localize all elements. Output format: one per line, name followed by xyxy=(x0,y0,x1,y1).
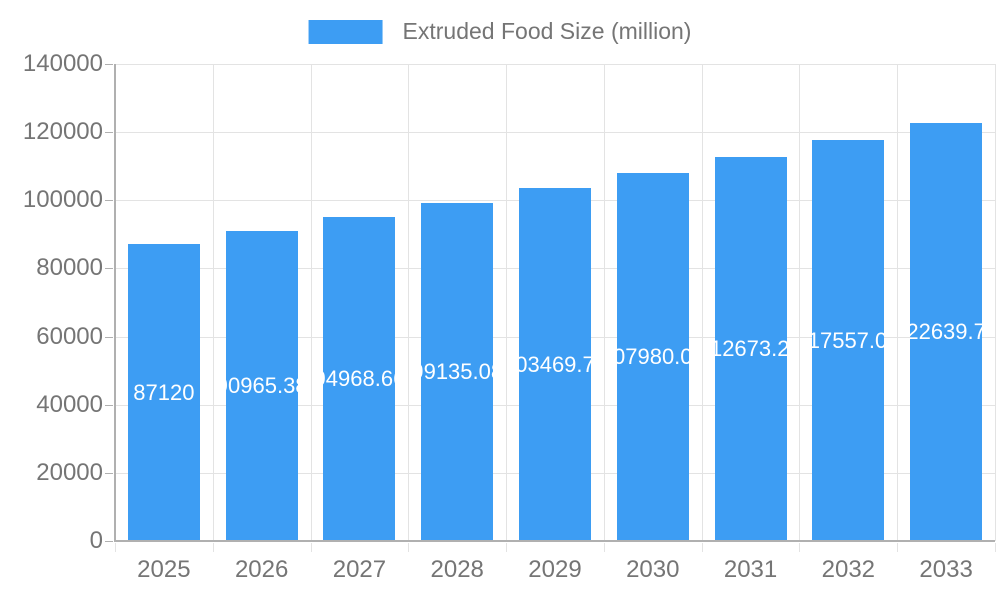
gridline-vertical xyxy=(897,64,899,541)
x-axis-label-2031: 2031 xyxy=(723,556,778,583)
x-axis-tick xyxy=(701,543,703,552)
y-axis-tick xyxy=(105,132,113,134)
gridline-horizontal xyxy=(115,64,995,65)
y-axis-label: 0 xyxy=(89,527,103,554)
x-axis-label-2026: 2026 xyxy=(234,556,289,583)
bar-2031[interactable]: 112673.22 xyxy=(714,157,787,541)
bar-value-label: 107980.05 xyxy=(616,344,689,370)
bar-value-label: 122639.77 xyxy=(910,319,983,345)
y-axis-label: 20000 xyxy=(36,458,103,486)
y-axis-label: 100000 xyxy=(22,186,103,214)
x-axis-tick xyxy=(115,543,116,552)
y-axis-label: 120000 xyxy=(22,118,103,146)
y-axis-label: 80000 xyxy=(36,254,103,282)
y-axis-label: 60000 xyxy=(36,322,103,350)
bar-2028[interactable]: 99135.08 xyxy=(421,203,494,541)
y-axis-label: 40000 xyxy=(36,390,103,418)
x-axis-line xyxy=(114,540,995,542)
gridline-horizontal xyxy=(115,132,995,134)
bar-value-label: 112673.22 xyxy=(714,336,787,362)
bar-value-label: 94968.66 xyxy=(323,366,395,392)
x-axis-label-2030: 2030 xyxy=(626,556,680,583)
x-axis-label-2033: 2033 xyxy=(919,556,973,583)
y-axis-tick xyxy=(105,404,113,406)
bar-2033[interactable]: 122639.77 xyxy=(910,123,983,541)
bar-value-label: 103469.73 xyxy=(519,351,591,377)
y-axis-tick xyxy=(105,200,113,202)
x-axis-tick xyxy=(506,543,508,552)
y-axis-tick xyxy=(105,64,113,65)
x-axis-tick xyxy=(408,543,410,552)
y-axis-tick xyxy=(105,472,113,474)
bar-2032[interactable]: 117557.03 xyxy=(812,140,885,541)
x-axis-label-2025: 2025 xyxy=(137,556,191,583)
x-axis-label-2032: 2032 xyxy=(821,556,876,583)
x-axis-label-2028: 2028 xyxy=(430,556,484,583)
legend[interactable]: Extruded Food Size (million) xyxy=(308,18,692,45)
x-axis-tick xyxy=(603,543,605,552)
x-axis-tick xyxy=(995,543,996,552)
x-axis-label-2027: 2027 xyxy=(332,556,387,583)
y-axis-label: 140000 xyxy=(22,50,103,77)
x-axis-tick xyxy=(310,543,312,552)
bar-2027[interactable]: 94968.66 xyxy=(323,217,396,541)
legend-swatch-icon xyxy=(308,19,383,44)
bar-value-label: 87120 xyxy=(133,379,195,405)
gridline-vertical xyxy=(408,64,410,541)
gridline-vertical xyxy=(310,64,312,541)
x-axis-tick xyxy=(897,543,899,552)
x-axis-tick xyxy=(212,543,214,552)
x-axis-label-2029: 2029 xyxy=(528,556,582,583)
bar-2030[interactable]: 107980.05 xyxy=(616,173,689,541)
gridline-vertical xyxy=(701,64,703,541)
y-axis-tick xyxy=(105,268,113,270)
bar-2025[interactable]: 87120 xyxy=(127,244,200,541)
x-axis-tick xyxy=(799,543,801,552)
bar-value-label: 90965.38 xyxy=(226,373,298,399)
bar-value-label: 99135.08 xyxy=(421,359,493,385)
y-axis-line xyxy=(114,64,116,541)
plot-area: 87120 90965.38 94968.66 99135.08 103469.73 10… xyxy=(105,64,996,552)
gridline-vertical xyxy=(212,64,214,541)
gridline-vertical xyxy=(799,64,801,541)
legend-label: Extruded Food Size (million) xyxy=(402,18,692,44)
gridline-vertical xyxy=(603,64,605,541)
bar-value-label: 117557.03 xyxy=(812,327,885,353)
y-axis-tick xyxy=(105,541,113,542)
gridline-vertical xyxy=(506,64,508,541)
bar-2029[interactable]: 103469.73 xyxy=(519,188,591,541)
gridline-vertical xyxy=(995,64,996,541)
bar-2026[interactable]: 90965.38 xyxy=(225,231,298,541)
y-axis-tick xyxy=(105,336,113,338)
